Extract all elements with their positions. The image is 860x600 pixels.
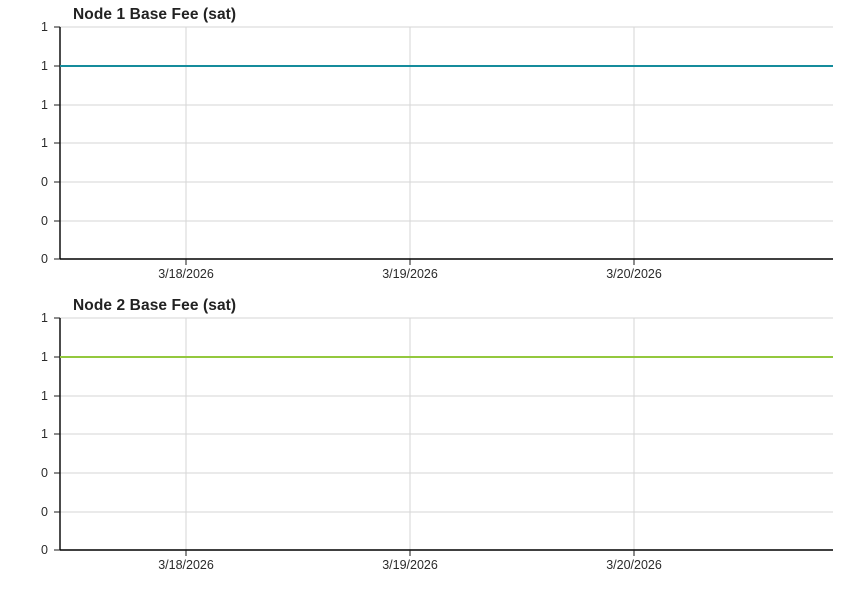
- svg-text:0: 0: [41, 505, 48, 519]
- svg-text:3/18/2026: 3/18/2026: [158, 267, 214, 281]
- svg-text:1: 1: [41, 136, 48, 150]
- svg-text:1: 1: [41, 311, 48, 325]
- svg-text:1: 1: [41, 389, 48, 403]
- svg-text:3/20/2026: 3/20/2026: [606, 267, 662, 281]
- svg-text:0: 0: [41, 466, 48, 480]
- svg-text:0: 0: [41, 252, 48, 266]
- svg-text:1: 1: [41, 59, 48, 73]
- svg-text:3/19/2026: 3/19/2026: [382, 267, 438, 281]
- svg-text:0: 0: [41, 175, 48, 189]
- svg-text:3/20/2026: 3/20/2026: [606, 558, 662, 572]
- svg-text:0: 0: [41, 214, 48, 228]
- svg-text:0: 0: [41, 543, 48, 557]
- svg-text:1: 1: [41, 350, 48, 364]
- svg-text:1: 1: [41, 98, 48, 112]
- svg-text:3/19/2026: 3/19/2026: [382, 558, 438, 572]
- svg-text:1: 1: [41, 427, 48, 441]
- svg-text:1: 1: [41, 20, 48, 34]
- svg-text:3/18/2026: 3/18/2026: [158, 558, 214, 572]
